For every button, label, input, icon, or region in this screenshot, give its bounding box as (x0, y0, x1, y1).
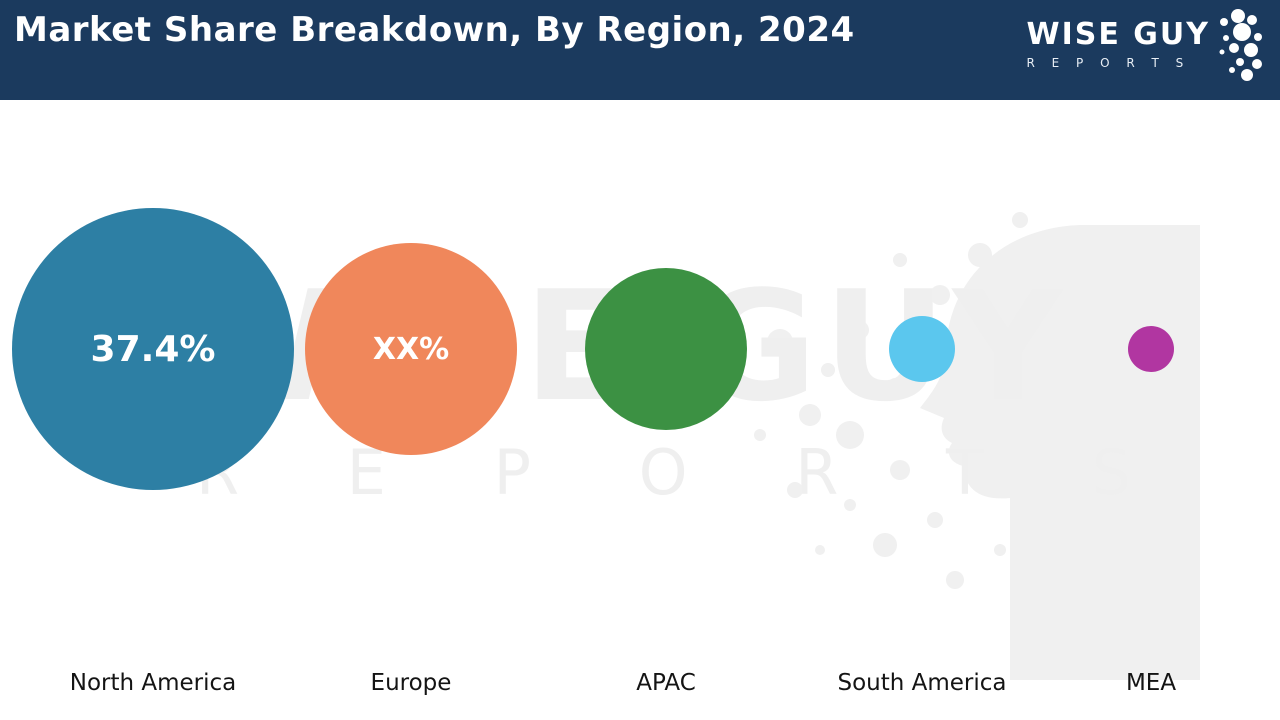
bubble-chart: WISE GUY R E P O R T S 37.4%North Americ… (0, 100, 1280, 720)
category-label-mea: MEA (1125, 670, 1177, 696)
bubble-europe: XX% (305, 243, 517, 455)
dotted-head-icon (1219, 9, 1262, 81)
bubble-value-europe: XX% (372, 331, 450, 367)
logo-name: WISE GUY (1026, 17, 1210, 52)
category-label-apac: APAC (636, 670, 696, 696)
bubble-mea (1128, 326, 1174, 372)
logo-text-block: WISE GUY R E P O R T S (1026, 17, 1210, 71)
bubble-south-america (889, 316, 955, 382)
page-title: Market Share Breakdown, By Region, 2024 (14, 10, 855, 50)
bubble-north-america: 37.4% (12, 208, 294, 490)
bubble-apac (585, 268, 747, 430)
header: Market Share Breakdown, By Region, 2024 … (0, 0, 1280, 100)
wise-guy-logo: WISE GUY R E P O R T S (1026, 6, 1266, 86)
category-label-south-america: South America (837, 670, 1007, 696)
category-label-europe: Europe (370, 670, 452, 696)
category-label-north-america: North America (69, 670, 237, 696)
logo-subtext: R E P O R T S (1026, 56, 1190, 70)
watermark-line2: R E P O R T S (196, 436, 1175, 509)
bubble-value-north-america: 37.4% (90, 328, 216, 370)
